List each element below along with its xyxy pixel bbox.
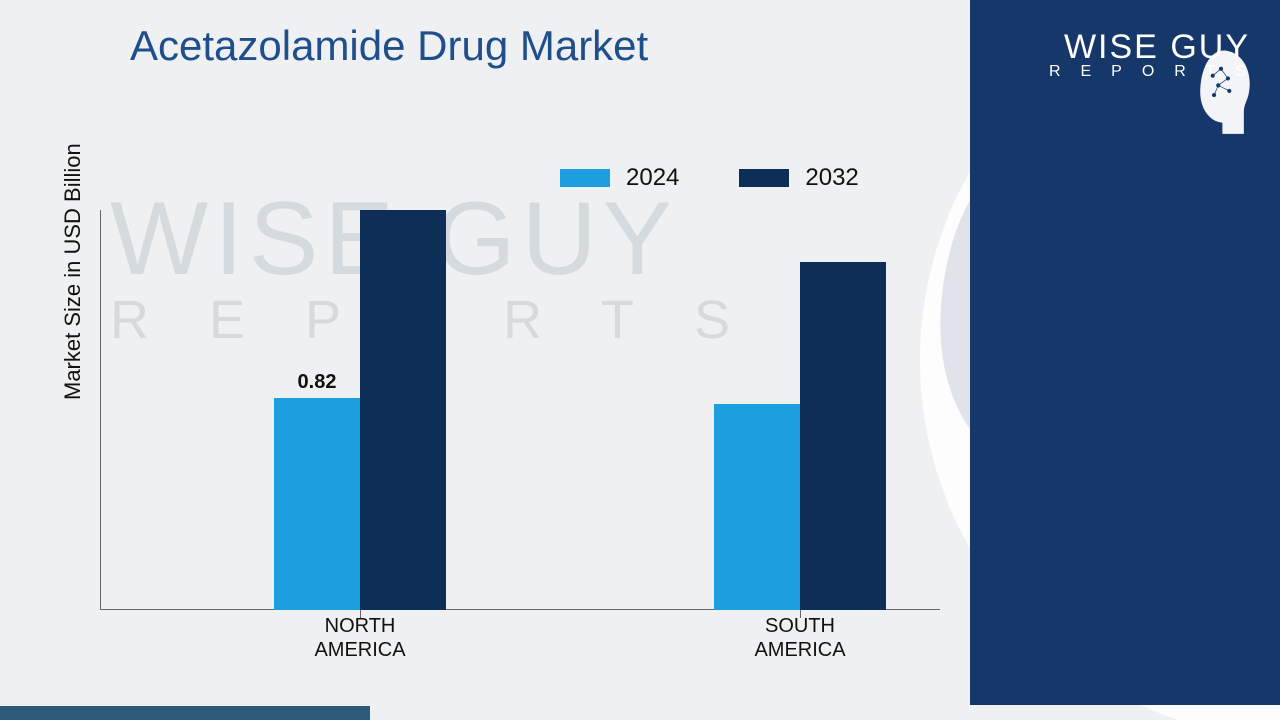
y-axis-label: Market Size in USD Billion: [60, 143, 86, 400]
y-axis-line: [100, 210, 101, 610]
decor-bottom-strip: [0, 706, 370, 720]
bar-2024: [274, 398, 360, 610]
legend-item-2024: 2024: [560, 164, 679, 192]
plot-area: NORTHAMERICA0.82SOUTHAMERICA: [100, 210, 940, 610]
chart-stage: WISE GUY REPORTS Acetazolamide Drug Mark…: [0, 0, 1280, 720]
value-label: 0.82: [268, 371, 366, 394]
brand-head-icon: [1184, 48, 1258, 138]
legend-swatch-2024: [560, 169, 610, 187]
brand-logo: WISE GUY REPORTS: [1049, 28, 1250, 81]
category-label: SOUTHAMERICA: [700, 614, 900, 662]
bar-2024: [714, 404, 800, 610]
bar-2032: [360, 210, 446, 610]
legend-label-2024: 2024: [626, 164, 679, 192]
legend-swatch-2032: [739, 169, 789, 187]
brand-word-1: WISE: [1064, 28, 1159, 66]
legend-label-2032: 2032: [805, 164, 858, 192]
category-label: NORTHAMERICA: [260, 614, 460, 662]
bar-2032: [800, 262, 886, 610]
chart-legend: 2024 2032: [560, 164, 859, 192]
legend-item-2032: 2032: [739, 164, 858, 192]
chart-title: Acetazolamide Drug Market: [130, 22, 648, 70]
